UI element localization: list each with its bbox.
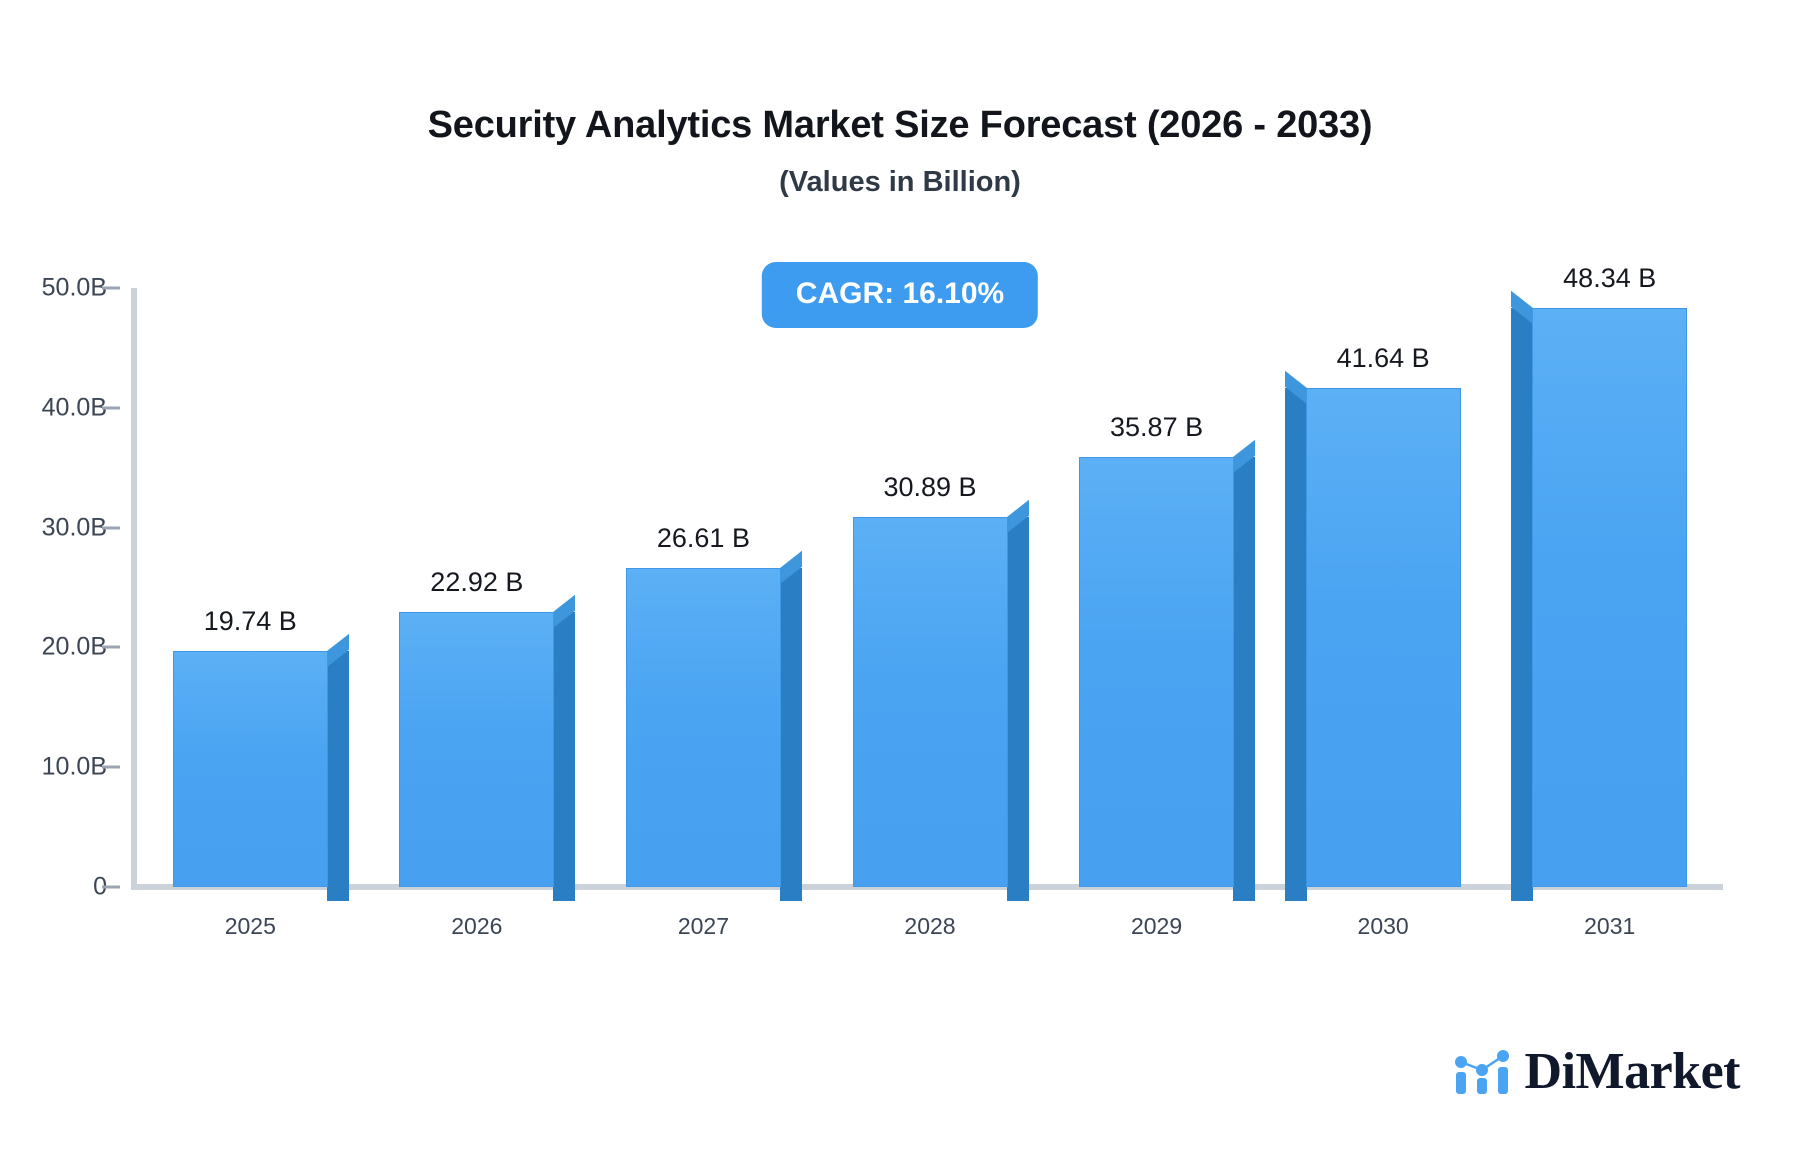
bar-2027[interactable]: 26.61 B bbox=[625, 523, 802, 901]
bar-front-face bbox=[852, 516, 1008, 887]
y-tick-label-10.0B: 10.0B bbox=[41, 752, 107, 781]
brand-name: DiMarket bbox=[1524, 1043, 1741, 1100]
y-axis-line bbox=[131, 288, 137, 889]
bar-depth-face bbox=[1233, 457, 1256, 901]
y-tick-label-20.0B: 20.0B bbox=[41, 632, 107, 661]
y-tick-mark bbox=[102, 765, 120, 769]
y-tick-label-30.0B: 30.0B bbox=[41, 513, 107, 542]
y-tick-label-0: 0 bbox=[93, 872, 107, 901]
page-title: Security Analytics Market Size Forecast … bbox=[427, 104, 1373, 146]
bar-value-label: 35.87 B bbox=[1110, 412, 1204, 443]
y-tick-label-50.0B: 50.0B bbox=[41, 273, 107, 302]
bar-value-label: 26.61 B bbox=[656, 523, 750, 554]
x-tick-label-2027: 2027 bbox=[677, 913, 730, 939]
bar-2026[interactable]: 22.92 B bbox=[399, 567, 576, 901]
x-tick-label-2029: 2029 bbox=[1130, 913, 1183, 939]
bar-depth-face bbox=[1006, 516, 1029, 901]
x-tick-label-2025: 2025 bbox=[224, 913, 276, 939]
x-tick-label-2026: 2026 bbox=[451, 913, 503, 939]
bar-value-label: 41.64 B bbox=[1336, 343, 1430, 374]
bar-depth-face bbox=[779, 568, 802, 901]
bar-depth-face bbox=[1284, 388, 1307, 901]
bar-front-face bbox=[625, 568, 781, 887]
bar-2031[interactable]: 48.34 B bbox=[1511, 263, 1688, 901]
chart-subtitle: (Values in Billion) bbox=[779, 165, 1021, 198]
bar-2029[interactable]: 35.87 B bbox=[1079, 412, 1256, 901]
bar-depth-face bbox=[1511, 307, 1534, 901]
bar-value-label: 30.89 B bbox=[883, 471, 977, 502]
x-tick-label-2028: 2028 bbox=[904, 913, 956, 939]
title-block: Security Analytics Market Size Forecast … bbox=[0, 104, 1800, 199]
y-tick-label-40.0B: 40.0B bbox=[41, 393, 107, 422]
bar-2030[interactable]: 41.64 B bbox=[1284, 343, 1461, 901]
x-tick-label-2030: 2030 bbox=[1357, 913, 1409, 939]
bar-depth-face bbox=[553, 612, 576, 901]
bar-2028[interactable]: 30.89 B bbox=[852, 472, 1029, 901]
bar-front-face bbox=[1305, 388, 1461, 887]
bar-value-label: 22.92 B bbox=[430, 567, 524, 598]
bar-front-face bbox=[399, 612, 555, 887]
bar-2025[interactable]: 19.74 B bbox=[172, 606, 349, 901]
bar-front-face bbox=[1079, 457, 1235, 887]
bar-value-label: 19.74 B bbox=[203, 605, 297, 636]
y-tick-mark bbox=[102, 526, 120, 530]
x-tick-label-2031: 2031 bbox=[1584, 913, 1636, 939]
y-tick-mark bbox=[102, 885, 120, 889]
y-tick-mark bbox=[102, 286, 120, 290]
x-axis-line bbox=[131, 884, 1723, 890]
bar-depth-face bbox=[326, 650, 349, 901]
bar-chart-icon bbox=[1454, 1050, 1509, 1094]
bar-value-label: 48.34 B bbox=[1563, 262, 1657, 293]
brand-logo: DiMarket bbox=[1453, 1043, 1741, 1100]
y-tick-mark bbox=[102, 645, 120, 649]
bar-front-face bbox=[172, 650, 328, 887]
cagr-badge: CAGR: 16.10% bbox=[761, 262, 1039, 328]
y-tick-mark bbox=[102, 406, 120, 410]
bar-front-face bbox=[1532, 307, 1688, 887]
